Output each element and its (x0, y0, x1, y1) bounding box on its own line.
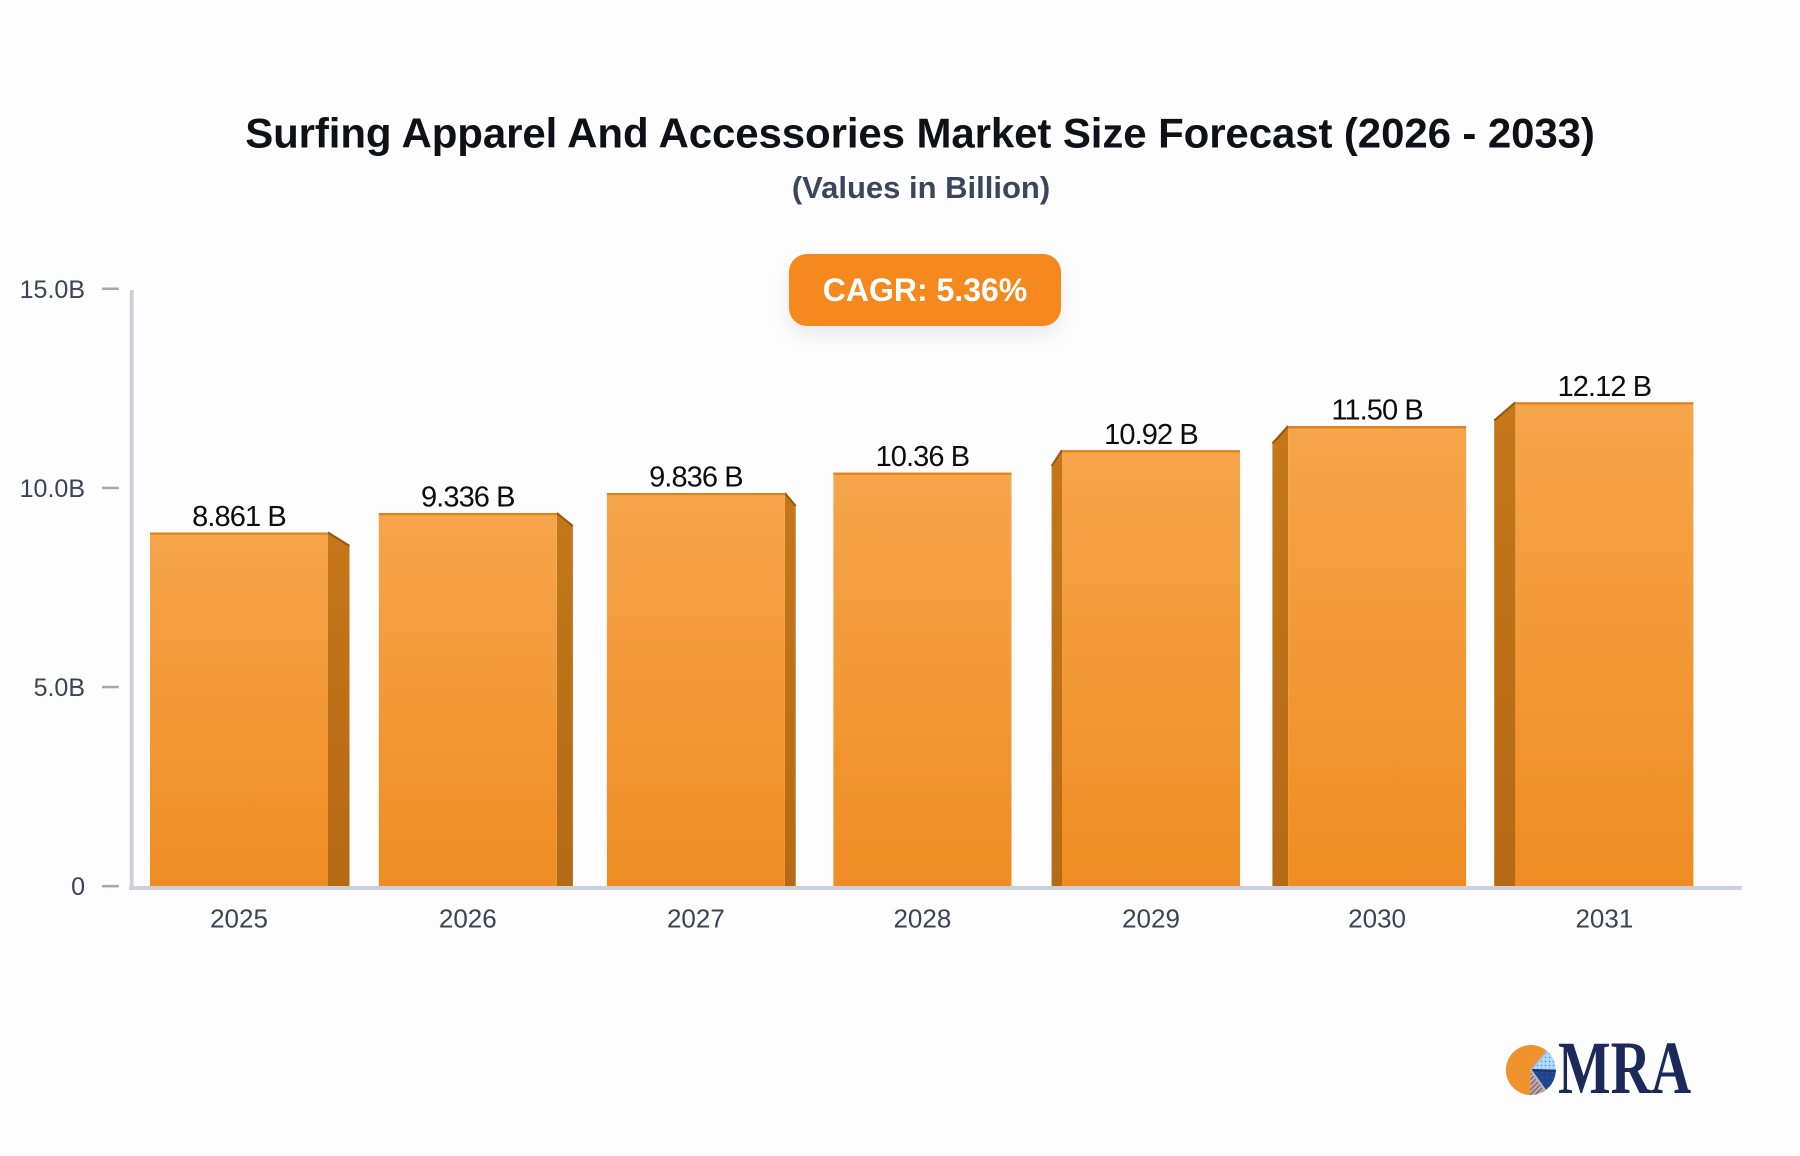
svg-text:9.836 B: 9.836 B (649, 462, 743, 494)
svg-text:5.0B: 5.0B (34, 674, 85, 702)
svg-text:15.0B: 15.0B (20, 276, 85, 304)
svg-text:12.12 B: 12.12 B (1558, 371, 1652, 403)
svg-text:8.861 B: 8.861 B (192, 501, 286, 533)
svg-text:2026: 2026 (439, 903, 497, 933)
svg-text:Surfing Apparel And Accessorie: Surfing Apparel And Accessories Market S… (245, 110, 1595, 157)
svg-text:10.92 B: 10.92 B (1104, 419, 1198, 451)
svg-text:2028: 2028 (893, 903, 951, 933)
svg-text:2030: 2030 (1348, 903, 1406, 933)
svg-text:2031: 2031 (1575, 903, 1633, 933)
svg-text:9.336 B: 9.336 B (421, 482, 515, 514)
svg-text:11.50 B: 11.50 B (1331, 395, 1423, 427)
svg-text:2029: 2029 (1122, 903, 1180, 933)
svg-text:10.0B: 10.0B (20, 475, 85, 503)
svg-text:2025: 2025 (210, 903, 268, 933)
svg-text:2027: 2027 (667, 903, 725, 933)
svg-text:(Values in Billion): (Values in Billion) (792, 170, 1050, 205)
svg-text:0: 0 (71, 873, 85, 901)
svg-text:10.36 B: 10.36 B (876, 441, 970, 473)
